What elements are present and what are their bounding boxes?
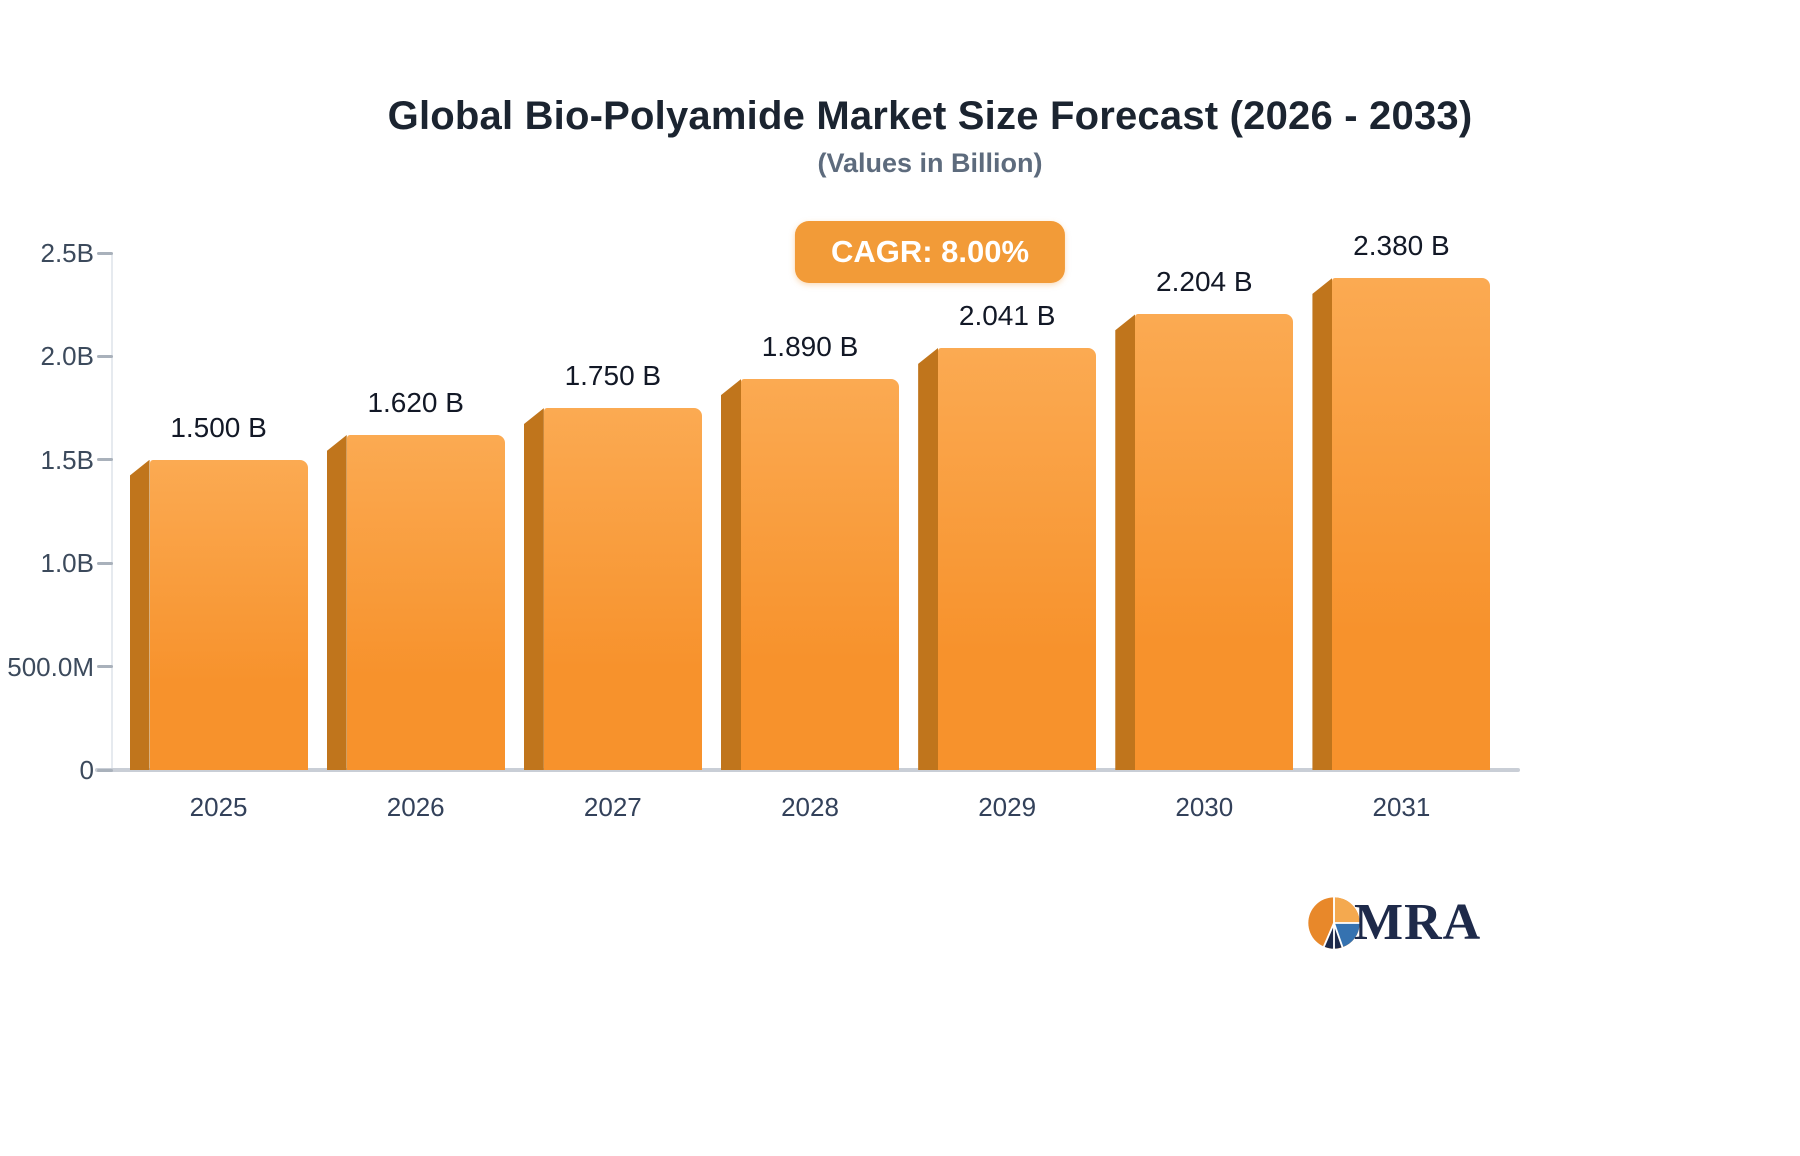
bar (721, 379, 899, 770)
bar-value-label: 2.041 B (958, 299, 1056, 331)
bar-value-label: 1.750 B (564, 360, 662, 392)
x-tick-label: 2027 (583, 792, 642, 822)
bar-left-face (1115, 314, 1136, 770)
bar-front-face (938, 347, 1097, 770)
y-tick-label: 1.0B (40, 548, 95, 579)
cagr-badge: CAGR: 8.00% (794, 221, 1066, 283)
bar-front-face (149, 459, 308, 770)
bar-value-label: 1.500 B (170, 411, 267, 443)
y-tick-mark (97, 665, 113, 669)
logo: MRA (1306, 893, 1481, 952)
bar-left-face (523, 408, 544, 770)
bar (129, 459, 308, 770)
bar-value-label: 2.204 B (1156, 266, 1253, 298)
x-tick-label: 2031 (1372, 792, 1431, 822)
y-tick-label: 0 (79, 755, 94, 785)
logo-text: MRA (1354, 894, 1482, 951)
bar-front-face (543, 408, 702, 770)
x-tick-label: 2029 (978, 792, 1037, 822)
bar (326, 434, 505, 770)
bar-left-face (918, 347, 939, 770)
y-tick-mark (97, 251, 113, 255)
bar-left-face (721, 379, 741, 770)
bar-left-face (326, 434, 347, 770)
bar-value-label: 1.620 B (367, 386, 464, 418)
x-tick-label: 2026 (386, 792, 445, 822)
chart-title: Global Bio-Polyamide Market Size Forecas… (387, 94, 1473, 138)
bar-front-face (346, 434, 505, 770)
bar (523, 408, 702, 770)
y-tick-mark (97, 561, 113, 565)
bar-left-face (1312, 277, 1333, 770)
bar (918, 347, 1097, 770)
bar-value-label: 2.380 B (1353, 229, 1450, 261)
y-tick-mark (97, 768, 113, 772)
logo-pie-icon (1306, 895, 1362, 951)
bar-left-face (129, 459, 150, 770)
y-tick-label: 2.5B (40, 238, 95, 268)
y-tick-label: 500.0M (7, 651, 94, 682)
chart-subtitle: (Values in Billion) (817, 148, 1043, 178)
bar-chart-plot: 0 500.0M 1.0B 1.5B 2.0B 2.5B 1.500 B 2025 1.620 … (7, 230, 1520, 822)
y-tick-mark (97, 458, 113, 462)
y-axis-line (111, 253, 113, 770)
x-tick-label: 2028 (781, 792, 839, 822)
bar (1115, 314, 1294, 770)
bar-front-face (1332, 277, 1491, 770)
y-tick-label: 2.0B (40, 341, 95, 372)
bar (1312, 277, 1491, 770)
y-tick-label: 1.5B (40, 444, 95, 475)
x-axis-line (95, 768, 1520, 772)
y-tick-mark (97, 354, 113, 358)
bar-front-face (1135, 314, 1294, 770)
x-tick-label: 2030 (1175, 792, 1234, 822)
bar-value-label: 1.890 B (761, 331, 859, 363)
x-tick-label: 2025 (189, 792, 248, 822)
bar-front-face (741, 379, 899, 770)
